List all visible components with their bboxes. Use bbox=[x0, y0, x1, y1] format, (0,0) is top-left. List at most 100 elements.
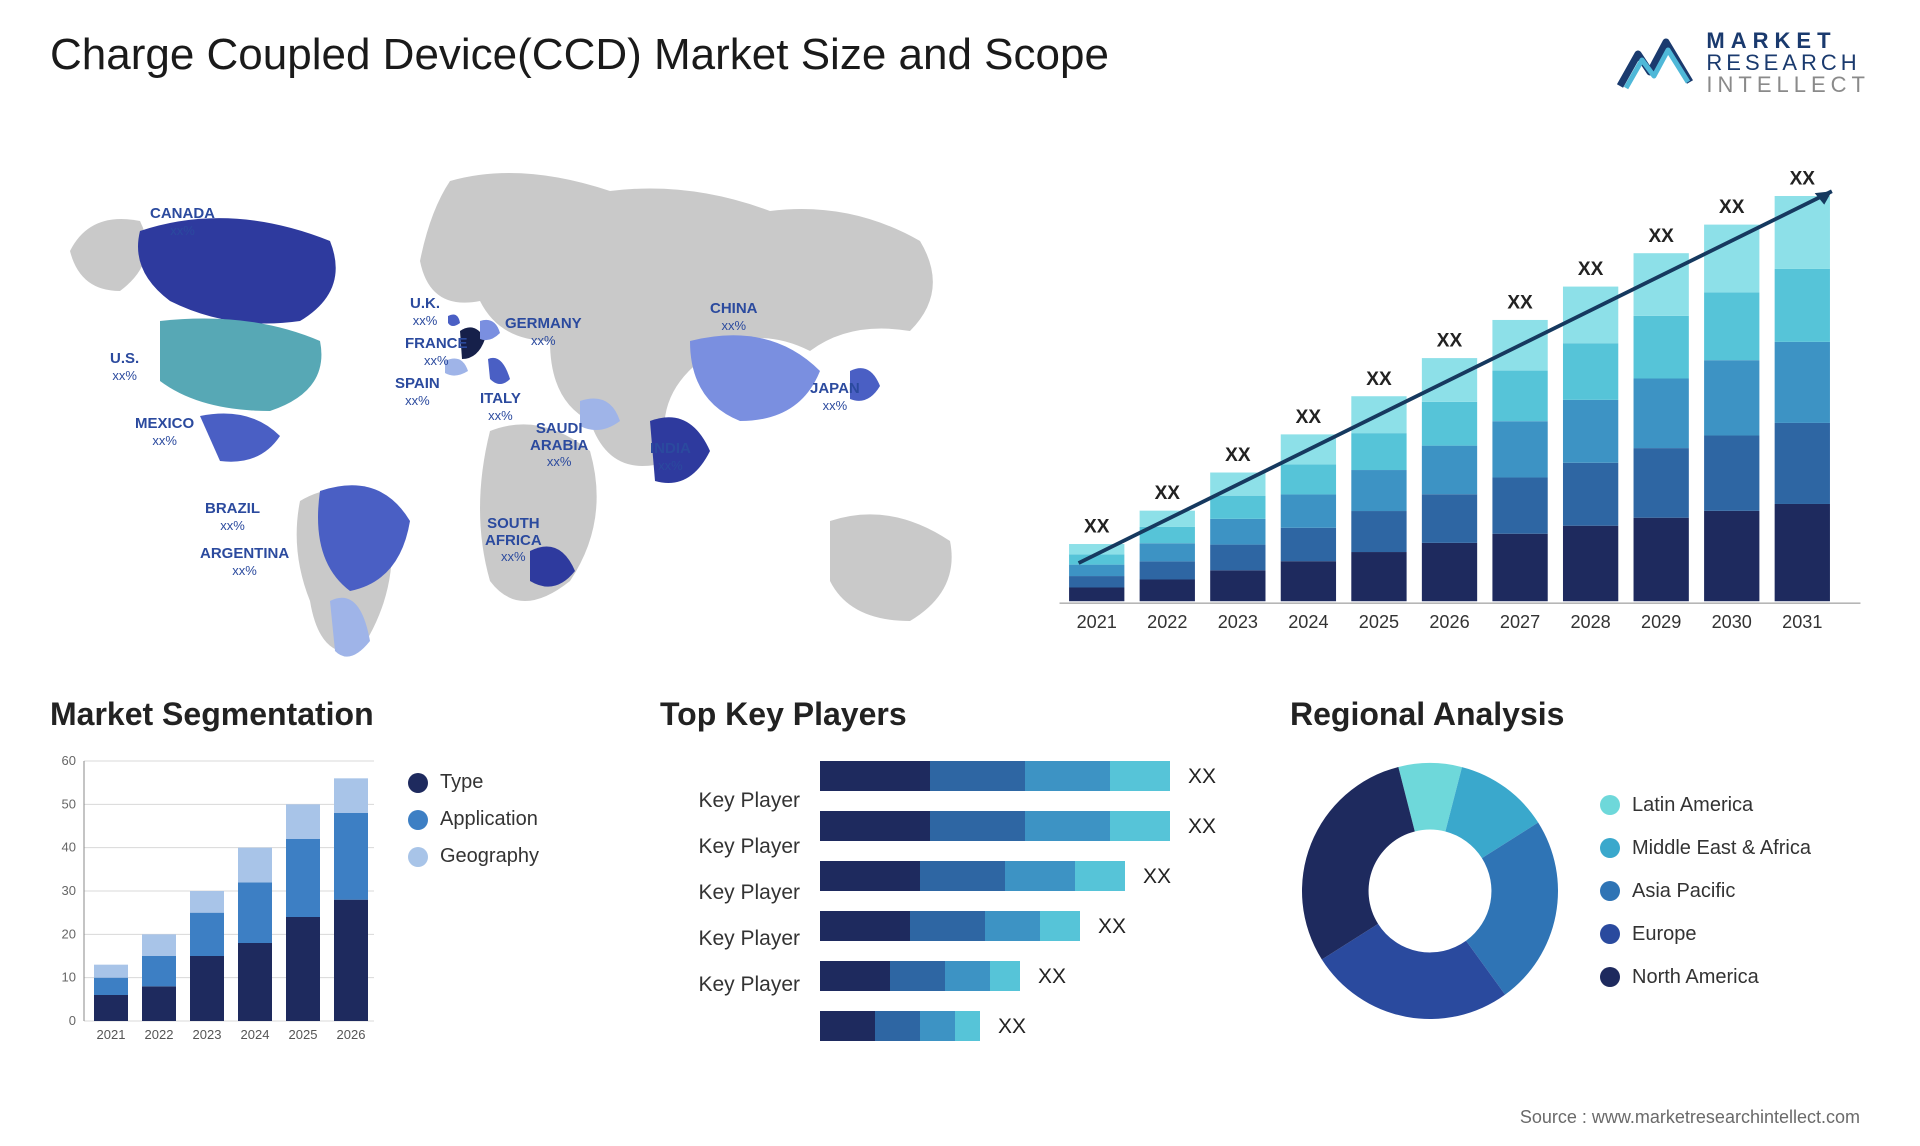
player-label: Key Player bbox=[660, 881, 800, 905]
legend-swatch bbox=[1600, 967, 1620, 987]
svg-text:2022: 2022 bbox=[145, 1027, 174, 1042]
legend-swatch bbox=[1600, 838, 1620, 858]
players-chart: XX XX XX XX XX XX bbox=[820, 751, 1260, 1071]
map-label: FRANCExx% bbox=[405, 336, 468, 369]
segmentation-section: Market Segmentation 01020304050602021202… bbox=[50, 696, 630, 1076]
svg-text:2022: 2022 bbox=[1147, 612, 1187, 632]
svg-text:2025: 2025 bbox=[1359, 612, 1399, 632]
legend-swatch bbox=[1600, 795, 1620, 815]
svg-text:2026: 2026 bbox=[337, 1027, 366, 1042]
svg-text:XX: XX bbox=[1225, 445, 1251, 466]
map-label: CHINAxx% bbox=[710, 301, 758, 334]
legend-label: Middle East & Africa bbox=[1632, 837, 1811, 860]
regional-title: Regional Analysis bbox=[1290, 696, 1870, 733]
svg-text:2023: 2023 bbox=[1218, 612, 1258, 632]
svg-text:2027: 2027 bbox=[1500, 612, 1540, 632]
svg-text:XX: XX bbox=[1648, 226, 1674, 247]
svg-text:XX: XX bbox=[998, 1015, 1026, 1038]
map-label: SPAINxx% bbox=[395, 376, 440, 409]
regional-section: Regional Analysis Latin America Middle Ea… bbox=[1290, 696, 1870, 1076]
legend-swatch bbox=[408, 773, 428, 793]
legend-item: Geography bbox=[408, 845, 539, 868]
legend-item: Europe bbox=[1600, 923, 1811, 946]
map-label: INDIAxx% bbox=[650, 441, 691, 474]
map-label: BRAZILxx% bbox=[205, 501, 260, 534]
svg-text:50: 50 bbox=[62, 796, 76, 811]
legend-item: Latin America bbox=[1600, 794, 1811, 817]
svg-text:2030: 2030 bbox=[1712, 612, 1752, 632]
svg-text:60: 60 bbox=[62, 753, 76, 768]
map-label: JAPANxx% bbox=[810, 381, 860, 414]
world-map-panel: CANADAxx%U.S.xx%MEXICOxx%BRAZILxx%ARGENT… bbox=[50, 121, 1010, 661]
svg-text:XX: XX bbox=[1507, 293, 1533, 314]
svg-text:XX: XX bbox=[1155, 483, 1181, 504]
brand-logo: MARKET RESEARCH INTELLECT bbox=[1616, 30, 1870, 96]
svg-text:40: 40 bbox=[62, 840, 76, 855]
svg-text:2031: 2031 bbox=[1782, 612, 1822, 632]
legend-item: Type bbox=[408, 771, 539, 794]
map-label: ITALYxx% bbox=[480, 391, 521, 424]
svg-text:XX: XX bbox=[1098, 915, 1126, 938]
source-label: Source : www.marketresearchintellect.com bbox=[1520, 1107, 1860, 1128]
legend-item: Asia Pacific bbox=[1600, 880, 1811, 903]
svg-text:20: 20 bbox=[62, 926, 76, 941]
page-title: Charge Coupled Device(CCD) Market Size a… bbox=[50, 30, 1109, 80]
legend-swatch bbox=[1600, 924, 1620, 944]
players-labels: Key Player Key Player Key Player Key Player… bbox=[660, 751, 800, 1071]
logo-line3: INTELLECT bbox=[1706, 74, 1870, 96]
svg-text:2024: 2024 bbox=[1288, 612, 1328, 632]
world-map bbox=[50, 121, 1010, 661]
svg-text:2021: 2021 bbox=[97, 1027, 126, 1042]
map-label: U.K.xx% bbox=[410, 296, 440, 329]
segmentation-legend: Type Application Geography bbox=[408, 751, 539, 1051]
player-label: Key Player bbox=[660, 835, 800, 859]
players-title: Top Key Players bbox=[660, 696, 1260, 733]
svg-text:2024: 2024 bbox=[241, 1027, 270, 1042]
svg-text:2025: 2025 bbox=[289, 1027, 318, 1042]
svg-text:XX: XX bbox=[1296, 407, 1322, 428]
legend-swatch bbox=[408, 810, 428, 830]
legend-label: North America bbox=[1632, 966, 1759, 989]
svg-text:XX: XX bbox=[1143, 865, 1171, 888]
legend-label: Geography bbox=[440, 845, 539, 868]
svg-text:XX: XX bbox=[1038, 965, 1066, 988]
legend-label: Type bbox=[440, 771, 483, 794]
logo-line2: RESEARCH bbox=[1706, 52, 1870, 74]
legend-label: Europe bbox=[1632, 923, 1697, 946]
map-label: ARGENTINAxx% bbox=[200, 546, 289, 579]
trend-chart: XX 2021 XX 2022 XX 2023 XX 2024 XX 2025 XX 2026 XX 20… bbox=[1050, 141, 1870, 661]
players-section: Top Key Players Key PlayerKey PlayerKey … bbox=[660, 696, 1260, 1076]
svg-text:XX: XX bbox=[1437, 331, 1463, 352]
segmentation-chart: 0102030405060202120222023202420252026 bbox=[50, 751, 380, 1051]
svg-text:2029: 2029 bbox=[1641, 612, 1681, 632]
legend-label: Asia Pacific bbox=[1632, 880, 1735, 903]
map-label: GERMANYxx% bbox=[505, 316, 582, 349]
svg-text:XX: XX bbox=[1366, 369, 1392, 390]
svg-text:10: 10 bbox=[62, 970, 76, 985]
svg-text:XX: XX bbox=[1790, 169, 1816, 190]
svg-text:XX: XX bbox=[1188, 815, 1216, 838]
legend-label: Application bbox=[440, 808, 538, 831]
market-trend-panel: XX 2021 XX 2022 XX 2023 XX 2024 XX 2025 XX 2026 XX 20… bbox=[1050, 121, 1870, 661]
map-label: SOUTHAFRICAxx% bbox=[485, 516, 542, 566]
legend-swatch bbox=[408, 847, 428, 867]
svg-text:2026: 2026 bbox=[1429, 612, 1469, 632]
svg-text:30: 30 bbox=[62, 883, 76, 898]
regional-donut bbox=[1290, 751, 1570, 1031]
svg-text:2021: 2021 bbox=[1077, 612, 1117, 632]
svg-text:2028: 2028 bbox=[1570, 612, 1610, 632]
svg-text:XX: XX bbox=[1084, 517, 1110, 538]
regional-legend: Latin America Middle East & Africa Asia Pa… bbox=[1600, 794, 1811, 989]
player-label: Key Player bbox=[660, 927, 800, 951]
map-label: U.S.xx% bbox=[110, 351, 139, 384]
svg-text:2023: 2023 bbox=[193, 1027, 222, 1042]
map-label: CANADAxx% bbox=[150, 206, 215, 239]
svg-text:XX: XX bbox=[1578, 259, 1604, 280]
legend-label: Latin America bbox=[1632, 794, 1753, 817]
legend-item: North America bbox=[1600, 966, 1811, 989]
legend-item: Middle East & Africa bbox=[1600, 837, 1811, 860]
map-label: SAUDIARABIAxx% bbox=[530, 421, 588, 471]
logo-mark-icon bbox=[1616, 32, 1694, 94]
svg-text:XX: XX bbox=[1188, 765, 1216, 788]
player-label: Key Player bbox=[660, 789, 800, 813]
